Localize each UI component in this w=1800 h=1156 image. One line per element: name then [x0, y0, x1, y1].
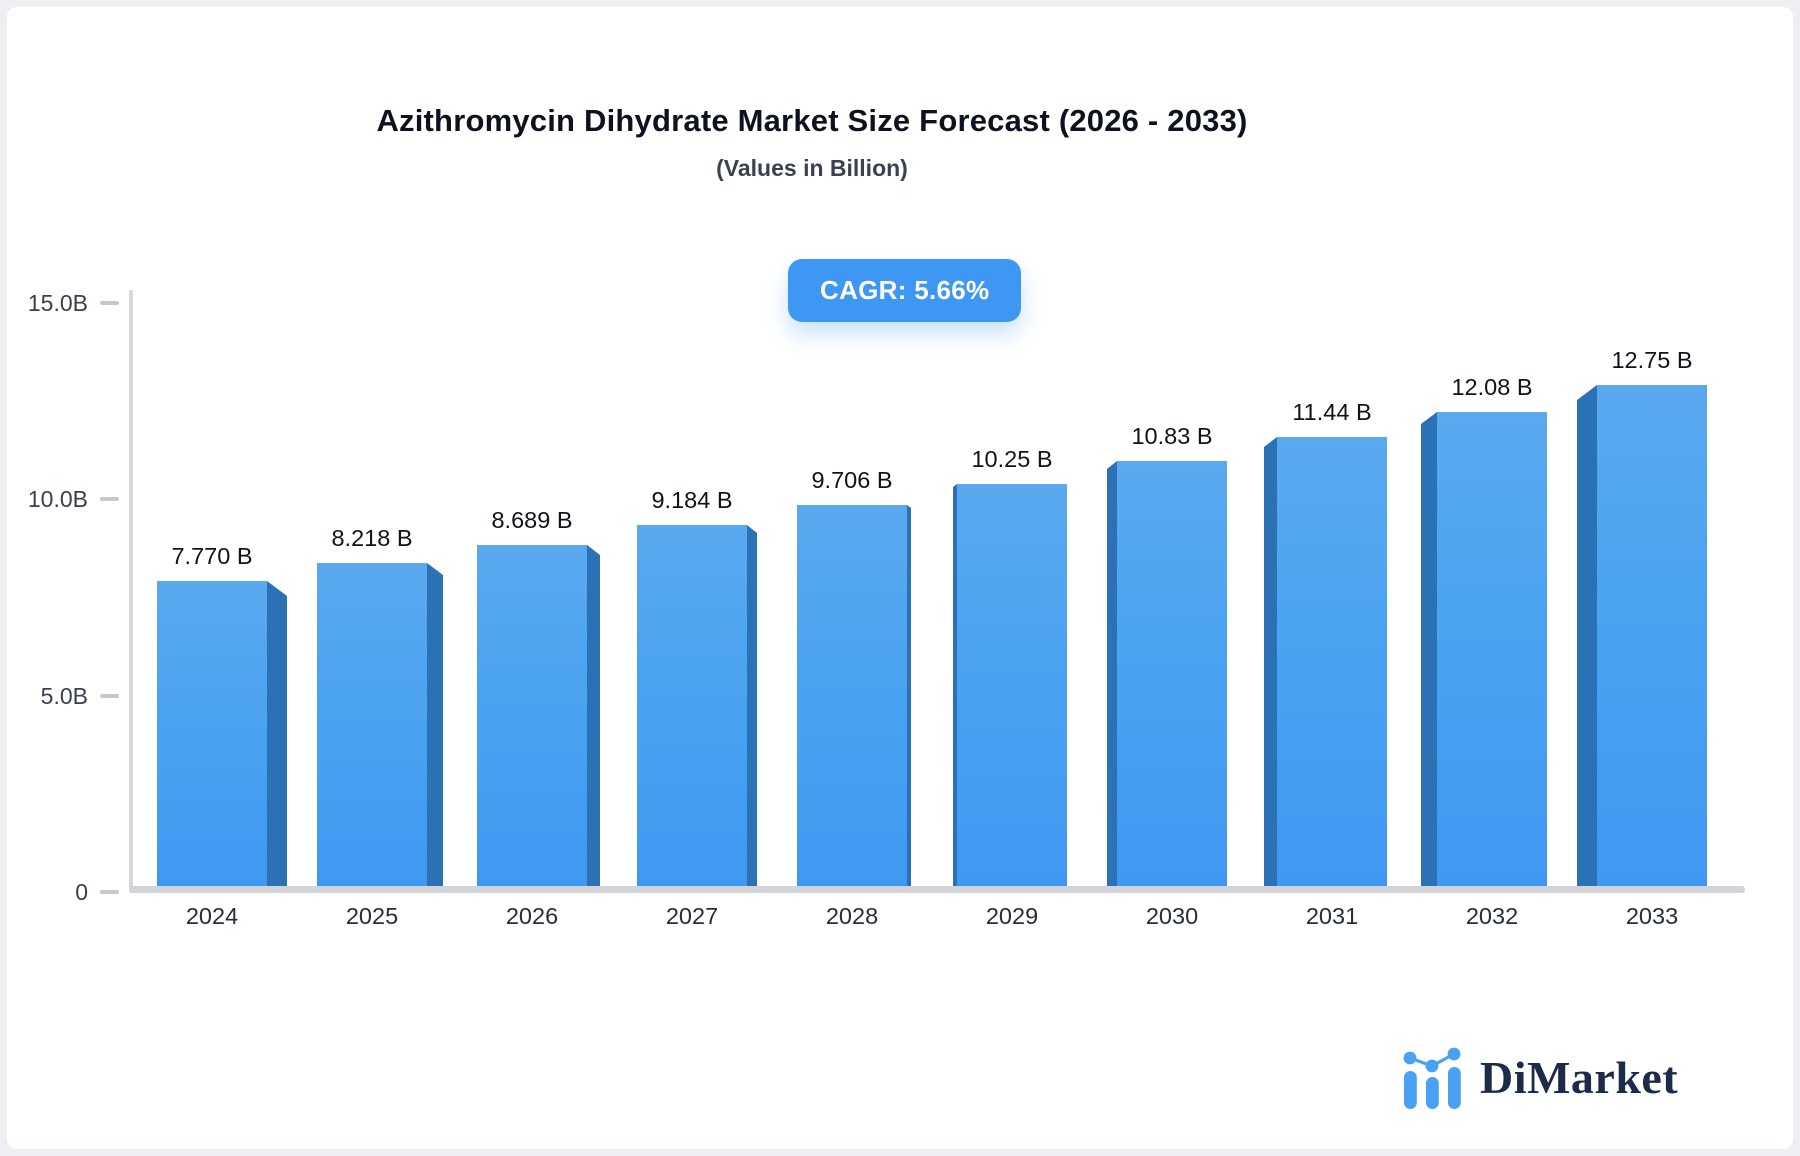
bar-side-face [1107, 461, 1117, 886]
bar-value-label-2028: 9.706 B [811, 467, 893, 493]
x-tick-label-2033: 2033 [1625, 903, 1679, 929]
x-tick-label-2028: 2028 [825, 903, 879, 929]
y-tick-mark [100, 693, 119, 698]
bar-side-face [907, 505, 911, 886]
bar-value-label-2026: 8.689 B [491, 507, 573, 533]
bar-2032 [1421, 412, 1547, 886]
bar-2026 [477, 545, 600, 886]
bar-value-label-2031: 11.44 B [1292, 399, 1372, 425]
bar-2031 [1264, 437, 1387, 886]
bar-side-face [747, 525, 757, 886]
bar-front-face [317, 563, 427, 886]
bar-side-face [1264, 437, 1277, 886]
cagr-badge: CAGR: 5.66% [788, 259, 1022, 322]
bar-front-face [1277, 437, 1387, 886]
x-tick-label-2024: 2024 [185, 903, 239, 929]
x-tick-label-2025: 2025 [345, 903, 399, 929]
y-tick-label-5.0B: 5.0B [40, 682, 88, 709]
y-tick-mark [100, 497, 119, 502]
bar-2029 [953, 484, 1067, 886]
chart-subtitle: (Values in Billion) [716, 155, 908, 181]
bar-side-face [587, 545, 600, 886]
x-tick-label-2029: 2029 [985, 903, 1039, 929]
x-tick-label-2027: 2027 [665, 903, 719, 929]
bar-2025 [317, 563, 443, 886]
y-tick-label-0: 0 [75, 879, 88, 905]
y-tick-label-10.0B: 10.0B [27, 486, 88, 513]
bar-2024 [157, 581, 287, 886]
y-tick-label-15.0B: 15.0B [27, 290, 88, 316]
bar-front-face [797, 505, 907, 886]
bar-value-label-2025: 8.218 B [331, 525, 413, 551]
bar-2028 [797, 505, 911, 886]
bar-side-face [1577, 385, 1597, 886]
bar-side-face [1421, 412, 1437, 886]
bar-front-face [957, 484, 1067, 886]
bar-2027 [637, 525, 757, 886]
bar-side-face [427, 563, 443, 886]
bar-2030 [1107, 461, 1227, 886]
bar-value-label-2027: 9.184 B [651, 487, 733, 513]
x-tick-label-2026: 2026 [505, 903, 559, 929]
bar-front-face [1437, 412, 1547, 886]
x-axis-baseline [129, 886, 1745, 893]
bar-side-face [953, 484, 957, 886]
bar-value-label-2033: 12.75 B [1611, 347, 1693, 373]
bar-value-label-2024: 7.770 B [171, 543, 253, 569]
x-tick-label-2030: 2030 [1145, 903, 1199, 929]
bar-front-face [637, 525, 747, 886]
chart-card: Azithromycin Dihydrate Market Size Forec… [7, 7, 1793, 1149]
bar-value-label-2029: 10.25 B [971, 446, 1053, 472]
bar-side-face [267, 581, 287, 886]
chart-title: Azithromycin Dihydrate Market Size Forec… [376, 103, 1248, 138]
bar-value-label-2030: 10.83 B [1131, 423, 1213, 449]
bar-value-label-2032: 12.08 B [1451, 374, 1533, 400]
x-tick-label-2031: 2031 [1305, 903, 1359, 929]
y-axis-line [129, 290, 133, 893]
brand-logo: DiMarket [1400, 1045, 1678, 1109]
y-tick-mark [100, 890, 119, 894]
mini-bar-chart-icon [1403, 1047, 1461, 1109]
bar-front-face [1117, 461, 1227, 886]
bar-front-face [477, 545, 587, 886]
brand-name: DiMarket [1480, 1051, 1679, 1103]
bar-2033 [1577, 385, 1707, 886]
y-tick-mark [100, 301, 119, 305]
bar-front-face [1597, 385, 1707, 886]
x-tick-label-2032: 2032 [1465, 903, 1519, 929]
bar-front-face [157, 581, 267, 886]
